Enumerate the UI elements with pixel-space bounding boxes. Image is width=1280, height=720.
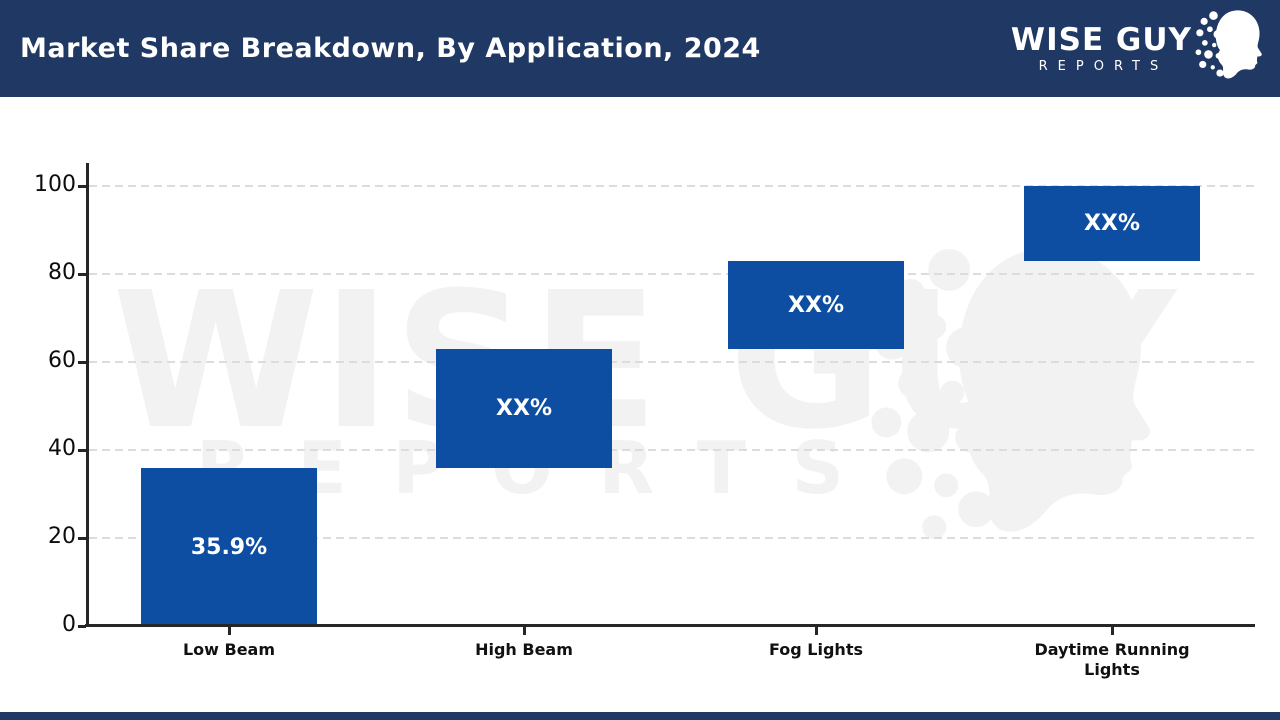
x-tick-high-beam (523, 627, 526, 635)
bar-value-label-high-beam: XX% (496, 396, 552, 421)
wiseguy-face-icon (1195, 9, 1262, 78)
gridline-40 (89, 449, 1255, 451)
gridline-80 (89, 273, 1255, 275)
bar-daytime-running-lights: XX% (1024, 186, 1200, 261)
gridline-60 (89, 361, 1255, 363)
bar-low-beam: 35.9% (141, 468, 317, 626)
y-tick-60 (78, 361, 86, 364)
logo-subtext: REPORTS (1038, 58, 1169, 74)
x-tick-low-beam (228, 627, 231, 635)
y-tick-label-80: 80 (48, 260, 76, 285)
y-tick-100 (78, 185, 86, 188)
watermark-face-icon (871, 248, 1151, 540)
x-category-label-fog-lights: Fog Lights (769, 640, 863, 659)
y-tick-label-60: 60 (48, 348, 76, 373)
bar-fog-lights: XX% (728, 261, 904, 349)
x-category-label-daytime-running-lights: Daytime Running Lights (1034, 640, 1190, 679)
gridline-20 (89, 537, 1255, 539)
footer-bar (0, 712, 1280, 720)
brand-logo: WISE GUY REPORTS (1011, 7, 1266, 91)
y-tick-label-0: 0 (62, 612, 76, 637)
y-tick-20 (78, 537, 86, 540)
bar-high-beam: XX% (436, 349, 612, 468)
x-category-label-high-beam: High Beam (475, 640, 573, 659)
page-title: Market Share Breakdown, By Application, … (20, 33, 761, 64)
bar-value-label-low-beam: 35.9% (190, 534, 268, 560)
bar-value-label-daytime-running-lights: XX% (1084, 211, 1140, 236)
bar-value-label-fog-lights: XX% (788, 292, 844, 318)
y-tick-80 (78, 273, 86, 276)
x-tick-daytime-running-lights (1111, 627, 1114, 635)
logo-wordmark: WISE GUY (1010, 21, 1192, 58)
y-tick-40 (78, 449, 86, 452)
y-tick-label-40: 40 (48, 436, 76, 461)
header-bar: Market Share Breakdown, By Application, … (0, 0, 1280, 97)
y-tick-label-100: 100 (34, 172, 76, 197)
gridline-100 (89, 185, 1255, 187)
y-tick-0 (78, 625, 86, 628)
y-axis (86, 163, 89, 627)
x-axis (85, 624, 1255, 627)
x-category-label-low-beam: Low Beam (182, 640, 276, 659)
x-tick-fog-lights (815, 627, 818, 635)
y-tick-label-20: 20 (48, 524, 76, 549)
